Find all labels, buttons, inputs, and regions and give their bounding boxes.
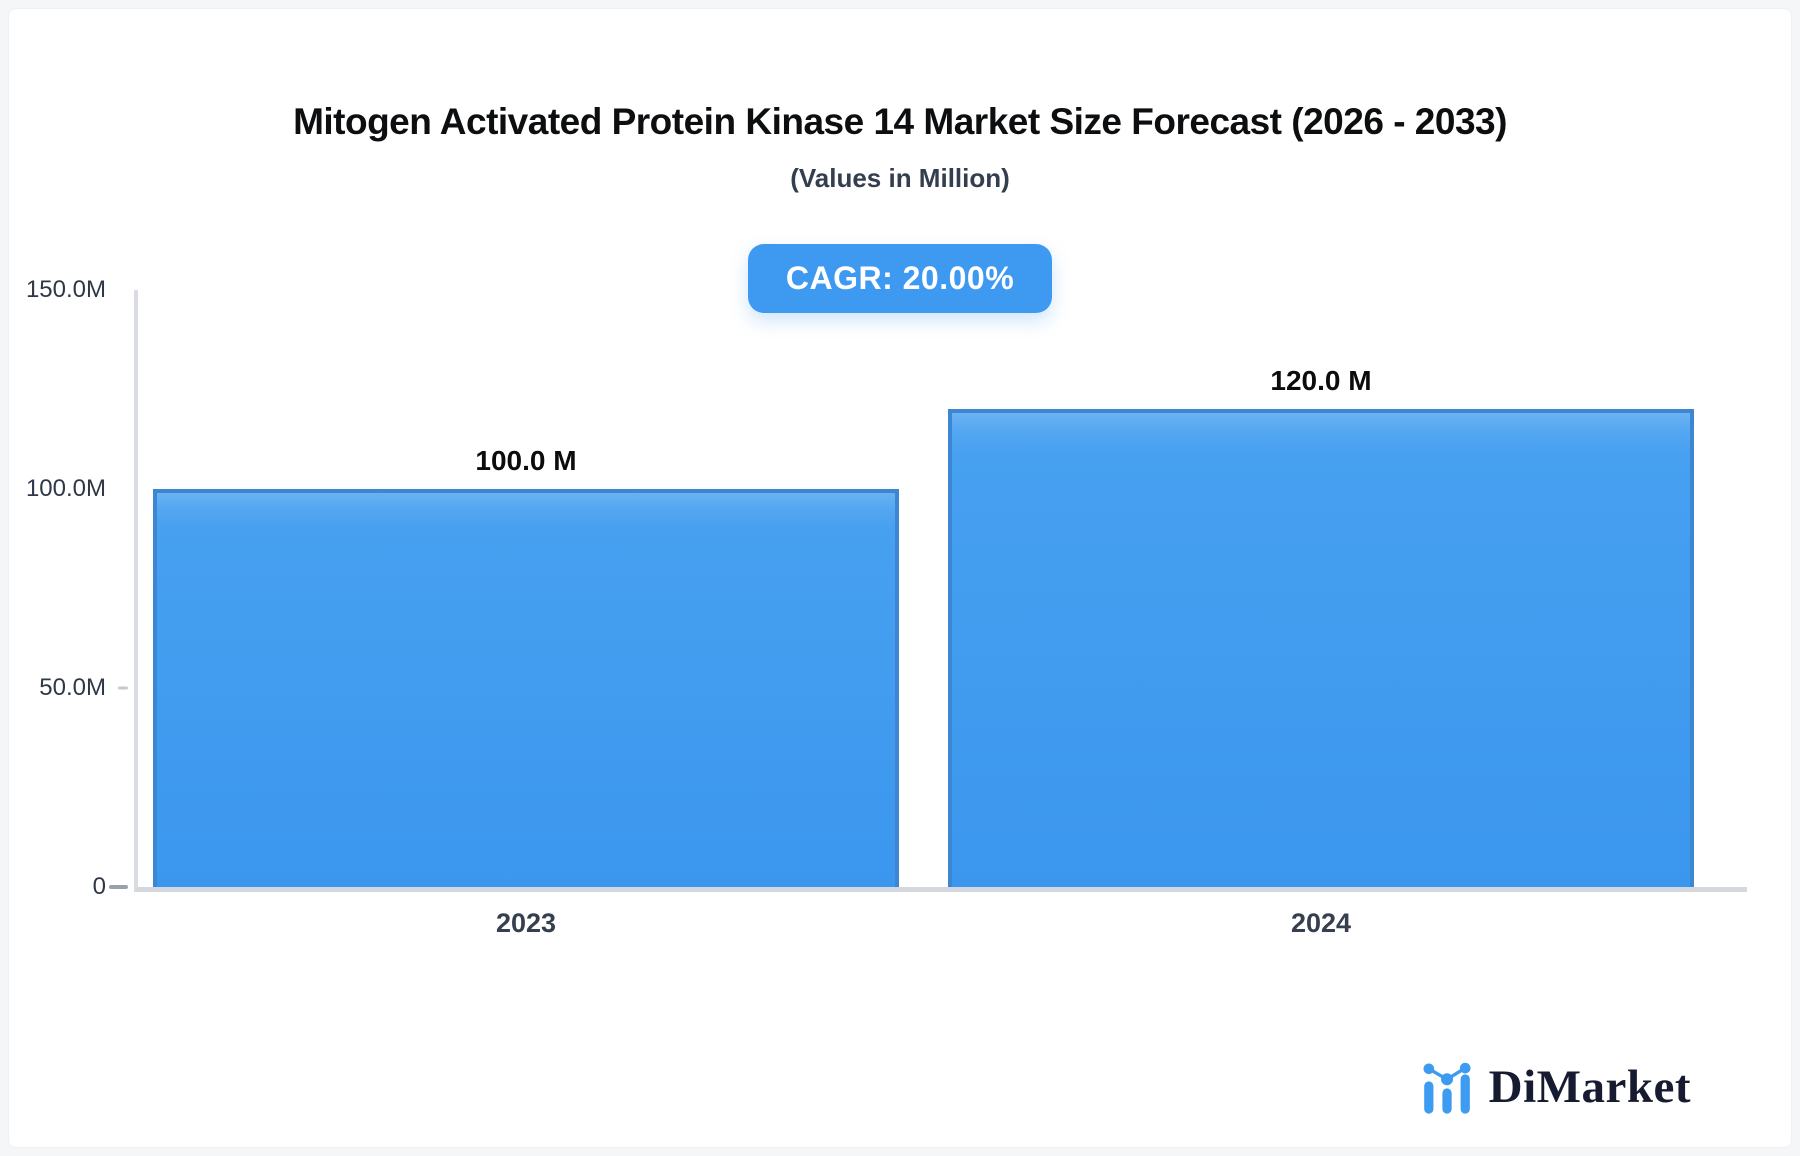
bar[interactable] xyxy=(948,409,1694,887)
bar-column: 120.0 M 2024 xyxy=(948,290,1694,938)
y-axis-tick-label: 100.0M xyxy=(25,475,106,502)
x-axis-label: 2023 xyxy=(495,908,557,938)
plot-area: 150.0M 100.0M 50.0M 0 100.0 M 2023 120.0 M 2024 xyxy=(26,276,1747,938)
bar[interactable] xyxy=(153,489,899,887)
y-axis-tick-mark xyxy=(118,686,128,690)
bar-value-label: 100.0 M xyxy=(475,445,577,476)
brand-name: DiMarket xyxy=(1488,1060,1691,1113)
cagr-badge-row: CAGR: 20.00% xyxy=(9,244,1791,313)
y-axis-tick-label: 50.0M xyxy=(39,674,106,701)
bar-value-label: 120.0 M xyxy=(1270,365,1372,396)
chart-card: Mitogen Activated Protein Kinase 14 Mark… xyxy=(8,8,1792,1148)
y-axis-tick-label: 150.0M xyxy=(25,276,106,303)
bar-column: 100.0 M 2023 xyxy=(153,290,899,938)
bar-line-chart-icon xyxy=(1423,1062,1471,1114)
chart-title: Mitogen Activated Protein Kinase 14 Mark… xyxy=(293,101,1507,142)
cagr-badge: CAGR: 20.00% xyxy=(747,244,1053,313)
chart-subtitle: (Values in Million) xyxy=(790,163,1010,193)
x-axis-label: 2024 xyxy=(1290,908,1352,938)
dimarket-logo: DiMarket xyxy=(1422,1059,1691,1115)
y-axis-tick-label: 0 xyxy=(92,873,106,900)
y-axis-tick-mark xyxy=(109,885,128,889)
